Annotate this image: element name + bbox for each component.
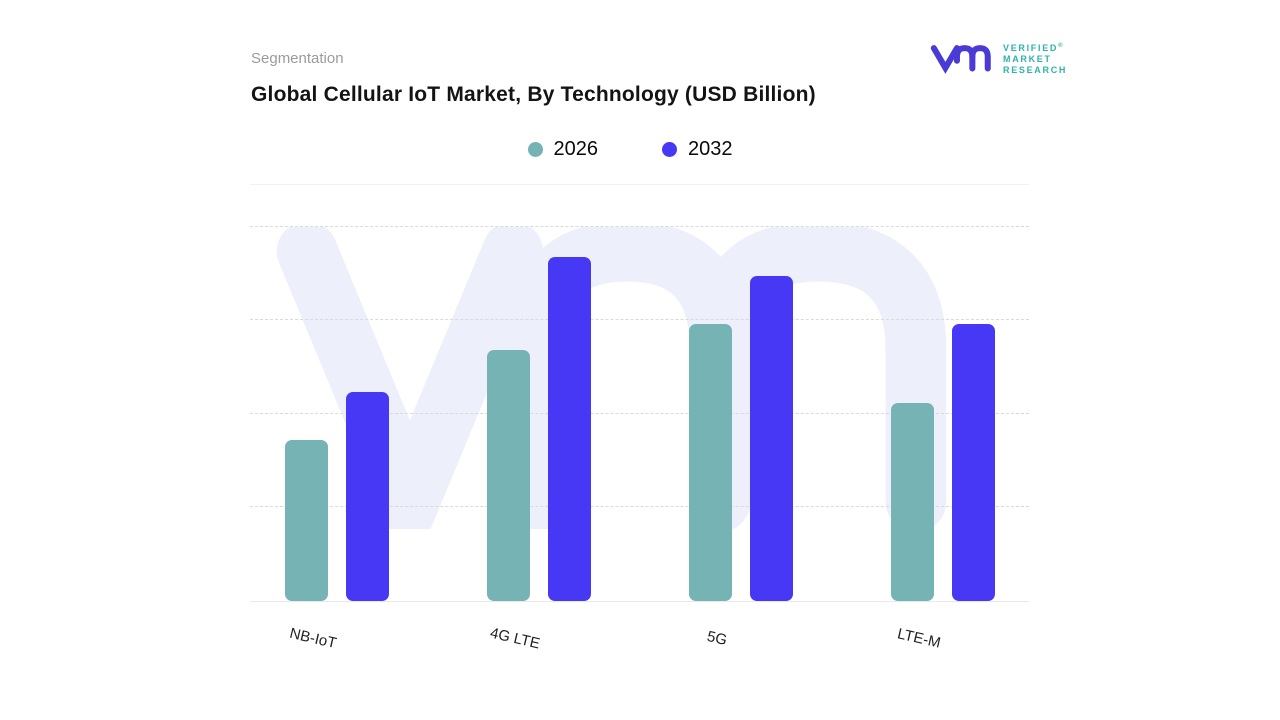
legend-label-2032: 2032 (688, 137, 733, 160)
bar-2026-lte-m[interactable] (891, 403, 934, 601)
section-label: Segmentation (251, 50, 344, 67)
gridline-50 (250, 413, 1029, 414)
brand-logo: VERIFIED® MARKET RESEARCH (930, 37, 1067, 79)
bar-2026-5g[interactable] (689, 324, 732, 601)
bar-2032-4g-lte[interactable] (548, 257, 591, 601)
bar-2032-nb-iot[interactable] (346, 392, 389, 601)
bar-2032-5g[interactable] (750, 276, 793, 601)
gridline-25 (250, 506, 1029, 507)
bar-2026-nb-iot[interactable] (285, 440, 328, 601)
legend-dot-2026 (527, 141, 543, 157)
bar-2032-lte-m[interactable] (952, 324, 995, 601)
x-axis-label-4g-lte: 4G LTE (488, 624, 542, 653)
gridline-100 (250, 226, 1029, 227)
plot-area (250, 184, 1029, 602)
chart-title: Global Cellular IoT Market, By Technolog… (251, 83, 816, 106)
brand-line-1: VERIFIED® (1003, 42, 1065, 53)
x-axis-label-lte-m: LTE-M (895, 625, 943, 652)
bar-2026-4g-lte[interactable] (487, 350, 530, 601)
gridline-75 (250, 319, 1029, 320)
brand-line-2: MARKET (1003, 53, 1052, 64)
x-axis-label-nb-iot: NB-IoT (287, 624, 339, 653)
legend-dot-2032 (662, 141, 677, 157)
vm-logo-icon (930, 45, 991, 74)
vm-watermark-icon (276, 227, 947, 529)
x-axis-label-5g: 5G (705, 627, 729, 650)
registered-mark: ® (1058, 42, 1065, 49)
chart-legend: 2026 2032 (250, 133, 1010, 165)
legend-item-2032[interactable]: 2032 (662, 138, 733, 161)
legend-label-2026: 2026 (553, 137, 599, 160)
brand-line-3: RESEARCH (1003, 64, 1068, 75)
brand-name: VERIFIED® MARKET RESEARCH (1003, 41, 1067, 76)
legend-item-2026[interactable]: 2026 (527, 137, 599, 161)
